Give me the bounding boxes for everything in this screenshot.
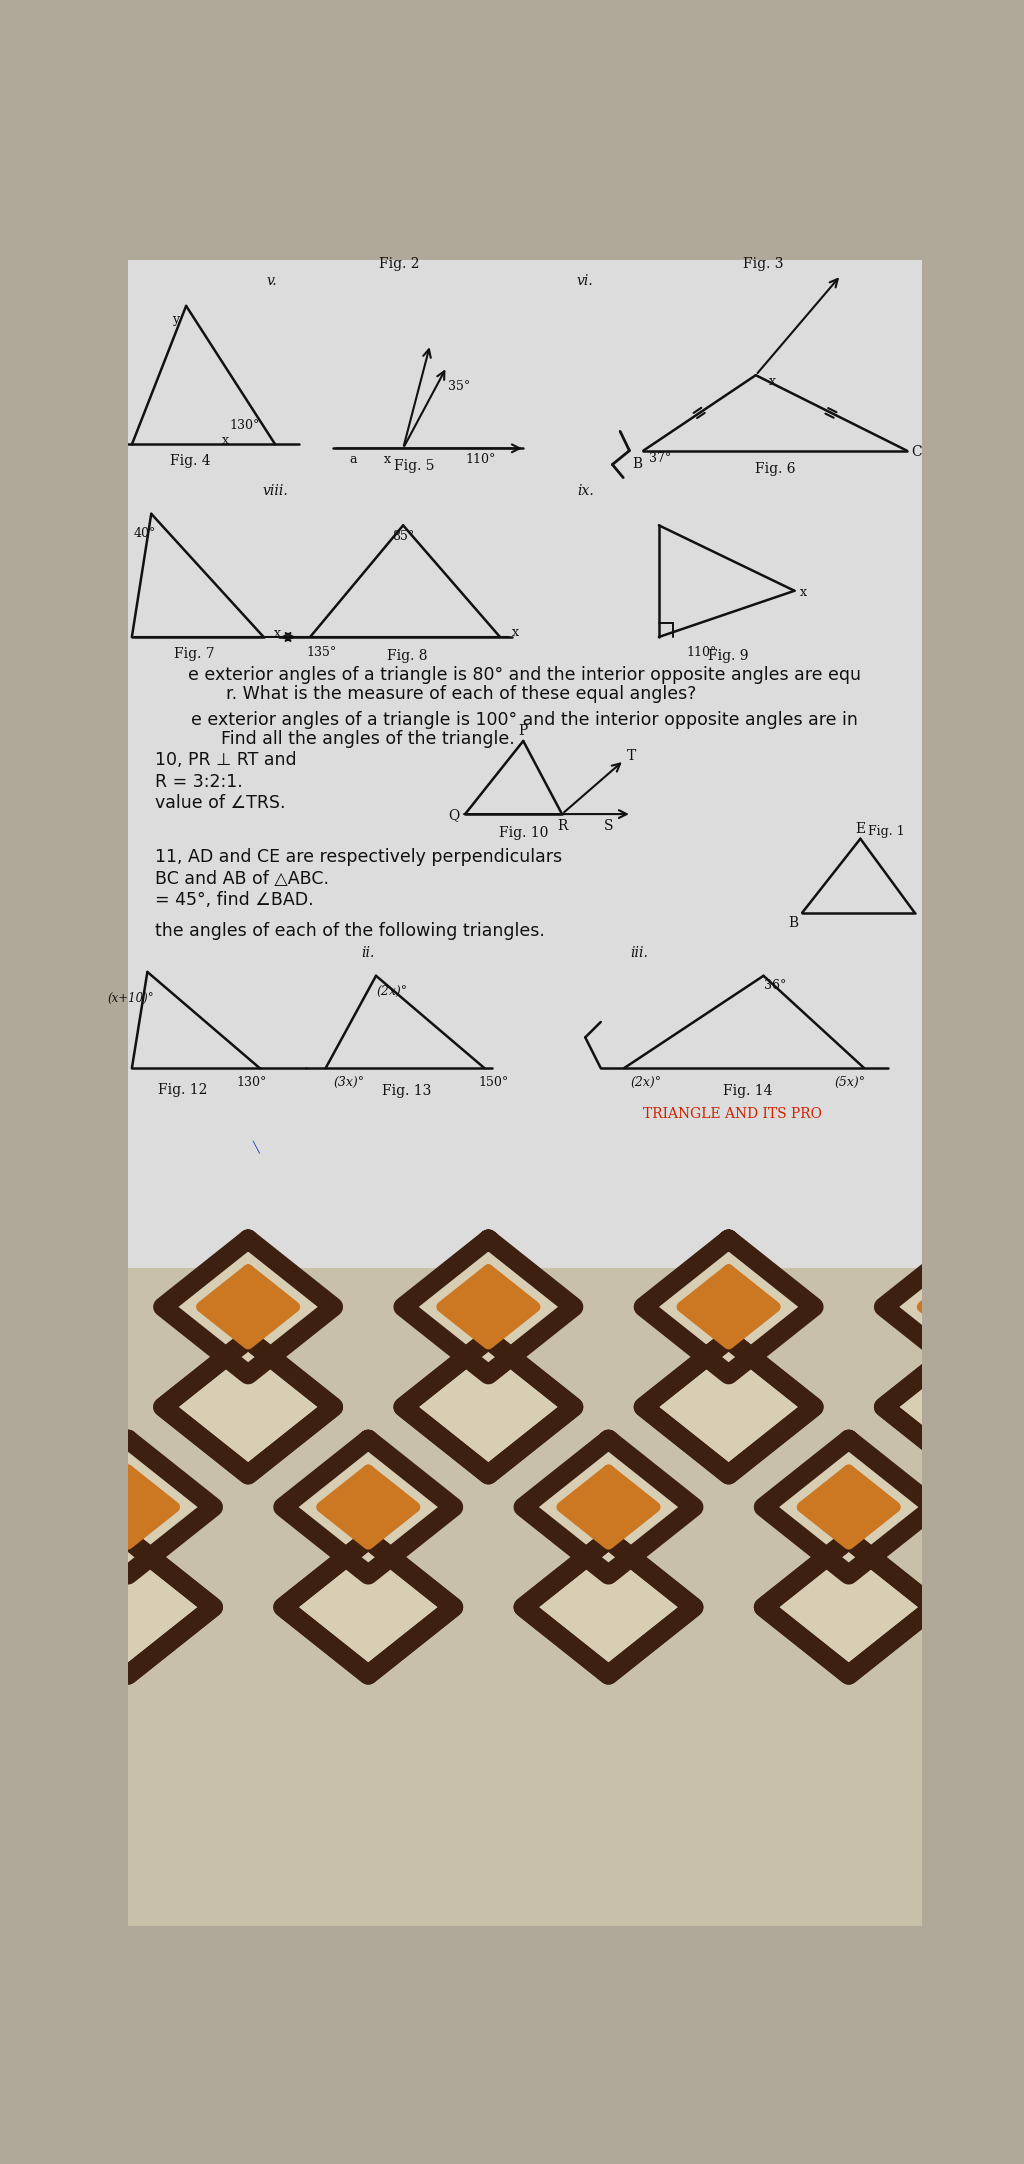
Text: Fig. 12: Fig. 12 xyxy=(158,1082,207,1097)
Text: E: E xyxy=(855,822,865,837)
Polygon shape xyxy=(322,1469,415,1545)
Text: ╲: ╲ xyxy=(253,1140,259,1153)
Polygon shape xyxy=(523,1439,693,1575)
Text: ii.: ii. xyxy=(361,946,375,959)
Text: BC and AB of △ABC.: BC and AB of △ABC. xyxy=(155,870,329,887)
Text: 110°: 110° xyxy=(686,645,717,658)
Polygon shape xyxy=(562,1469,655,1545)
Text: a: a xyxy=(349,452,356,465)
Text: 11, AD and CE are respectively perpendiculars: 11, AD and CE are respectively perpendic… xyxy=(155,848,562,866)
Text: C: C xyxy=(911,446,922,459)
Text: 150°: 150° xyxy=(478,1076,509,1088)
Text: Fig. 1: Fig. 1 xyxy=(867,824,904,837)
Polygon shape xyxy=(82,1469,174,1545)
Text: x: x xyxy=(274,628,281,641)
Text: e exterior angles of a triangle is 80° and the interior opposite angles are equ: e exterior angles of a triangle is 80° a… xyxy=(188,667,861,684)
Text: (2x)°: (2x)° xyxy=(376,985,407,998)
Text: 110°: 110° xyxy=(466,452,496,465)
Text: = 45°, find ∠BAD.: = 45°, find ∠BAD. xyxy=(155,892,313,909)
Polygon shape xyxy=(202,1270,295,1344)
Text: (3x)°: (3x)° xyxy=(334,1076,365,1088)
Text: Fig. 4: Fig. 4 xyxy=(170,454,210,467)
Text: e exterior angles of a triangle is 100° and the interior opposite angles are in: e exterior angles of a triangle is 100° … xyxy=(191,712,858,729)
Text: the angles of each of the following triangles.: the angles of each of the following tria… xyxy=(155,922,545,939)
Text: TRIANGLE AND ITS PRO: TRIANGLE AND ITS PRO xyxy=(643,1108,822,1121)
Polygon shape xyxy=(163,1340,334,1474)
Text: 130°: 130° xyxy=(229,418,259,433)
Text: R = 3:2:1.: R = 3:2:1. xyxy=(155,773,243,790)
Polygon shape xyxy=(923,1270,1016,1344)
Text: Q: Q xyxy=(449,809,460,822)
Text: x: x xyxy=(221,435,228,448)
Polygon shape xyxy=(643,1240,814,1374)
Text: r. What is the measure of each of these equal angles?: r. What is the measure of each of these … xyxy=(226,686,696,703)
Text: 37°: 37° xyxy=(649,452,672,465)
Text: x: x xyxy=(384,452,391,465)
Polygon shape xyxy=(682,1270,775,1344)
Polygon shape xyxy=(523,1539,693,1675)
Text: Fig. 10: Fig. 10 xyxy=(499,827,548,840)
Text: Fig. 3: Fig. 3 xyxy=(743,258,783,270)
Text: y: y xyxy=(172,314,179,327)
Text: Find all the angles of the triangle.: Find all the angles of the triangle. xyxy=(221,729,515,747)
Polygon shape xyxy=(884,1240,1024,1374)
Polygon shape xyxy=(43,1539,213,1675)
Text: Fig. 8: Fig. 8 xyxy=(387,649,427,662)
Polygon shape xyxy=(442,1270,535,1344)
Text: Fig. 9: Fig. 9 xyxy=(709,649,749,662)
Text: 40°: 40° xyxy=(134,526,157,539)
Text: ix.: ix. xyxy=(577,485,594,498)
Polygon shape xyxy=(884,1340,1024,1474)
Text: Fig. 6: Fig. 6 xyxy=(755,463,796,476)
Polygon shape xyxy=(764,1539,934,1675)
Text: x: x xyxy=(769,374,776,387)
Polygon shape xyxy=(0,1340,93,1474)
Text: Fig. 13: Fig. 13 xyxy=(382,1084,432,1099)
Polygon shape xyxy=(0,1240,93,1374)
Text: 130°: 130° xyxy=(237,1076,267,1088)
Text: x: x xyxy=(801,586,807,599)
Text: value of ∠TRS.: value of ∠TRS. xyxy=(155,794,286,812)
Text: (5x)°: (5x)° xyxy=(835,1076,866,1088)
Text: R: R xyxy=(557,820,567,833)
Polygon shape xyxy=(403,1340,573,1474)
Text: iii.: iii. xyxy=(631,946,648,959)
Polygon shape xyxy=(43,1439,213,1575)
Text: viii.: viii. xyxy=(262,485,288,498)
Text: Fig. 2: Fig. 2 xyxy=(379,258,420,270)
Polygon shape xyxy=(1004,1439,1024,1575)
Text: 85°: 85° xyxy=(392,530,415,543)
Text: 10, PR ⊥ RT and: 10, PR ⊥ RT and xyxy=(155,751,297,768)
Text: v.: v. xyxy=(266,275,276,288)
Polygon shape xyxy=(403,1240,573,1374)
Text: B: B xyxy=(787,915,798,931)
Text: vi.: vi. xyxy=(577,275,594,288)
Text: 36°: 36° xyxy=(764,978,786,991)
Text: x: x xyxy=(512,625,519,638)
Text: P: P xyxy=(518,725,528,738)
Text: Fig. 7: Fig. 7 xyxy=(173,647,214,660)
Polygon shape xyxy=(283,1439,454,1575)
Polygon shape xyxy=(802,1469,895,1545)
Polygon shape xyxy=(764,1439,934,1575)
Text: S: S xyxy=(604,820,613,833)
Text: 35°: 35° xyxy=(447,381,470,394)
Polygon shape xyxy=(643,1340,814,1474)
Text: 135°: 135° xyxy=(306,645,337,658)
Bar xyxy=(128,260,922,1268)
Text: (x+10)°: (x+10)° xyxy=(108,993,154,1006)
Text: Fig. 14: Fig. 14 xyxy=(723,1084,773,1099)
Polygon shape xyxy=(1004,1539,1024,1675)
Text: (2x)°: (2x)° xyxy=(630,1076,662,1088)
Polygon shape xyxy=(163,1240,334,1374)
Text: B: B xyxy=(632,457,642,472)
Polygon shape xyxy=(283,1539,454,1675)
Text: Fig. 5: Fig. 5 xyxy=(394,459,435,474)
Bar xyxy=(128,1268,922,1926)
Polygon shape xyxy=(0,1270,54,1344)
Text: T: T xyxy=(627,749,636,764)
